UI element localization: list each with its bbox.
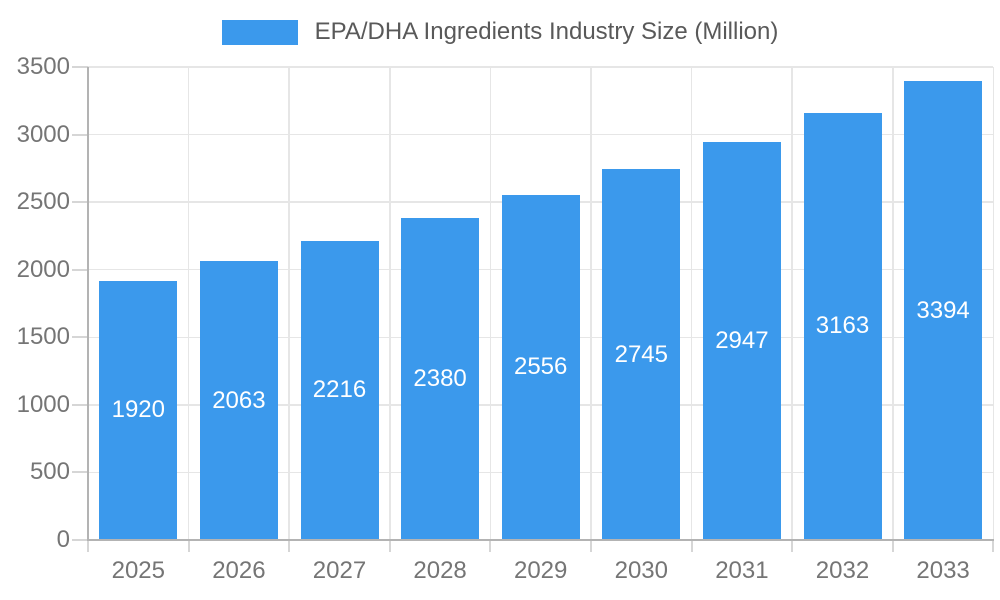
x-tick [590,540,592,552]
bar-value-label: 2745 [614,340,668,368]
x-tick-label: 2026 [212,557,266,584]
v-gridline [187,67,190,540]
bar-2028: 2380 [401,218,480,540]
bar-2027: 2216 [300,240,379,540]
v-gridline [489,67,492,540]
x-tick-label: 2032 [815,557,870,584]
x-axis-line [87,539,995,541]
x-tick [288,540,291,552]
bar-value-label: 2063 [212,386,266,414]
y-tick-label: 1500 [16,323,70,351]
x-tick [489,540,492,552]
x-tick-label: 2030 [614,557,668,584]
bar-value-label: 2947 [715,326,769,354]
bar-2030: 2745 [602,169,681,540]
bar-value-label: 3163 [815,312,870,340]
v-gridline [892,67,894,540]
v-gridline [288,67,290,540]
v-gridline [690,67,693,540]
x-tick [992,540,995,552]
bar-2026: 2063 [199,261,278,540]
bar-2025: 1920 [99,280,178,540]
y-tick [72,66,88,68]
x-tick-label: 2033 [916,557,970,584]
x-tick-label: 2029 [513,557,568,584]
bar-value-label: 2216 [312,376,367,404]
x-tick-label: 2031 [715,557,769,584]
bar-2031: 2947 [702,141,781,540]
y-tick-label: 500 [29,458,70,486]
h-gridline [88,133,994,136]
y-axis-line [87,67,89,540]
y-tick-label: 1000 [16,390,70,418]
x-tick [187,540,190,552]
v-gridline [590,67,592,540]
y-tick-label: 3000 [16,120,70,148]
x-tick [791,540,794,552]
bar-2032: 3163 [803,112,882,540]
bar-value-label: 2380 [413,365,467,393]
y-tick [72,403,88,406]
chart-legend: EPA/DHA Ingredients Industry Size (Milli… [0,18,1000,46]
h-gridline [88,66,994,68]
x-tick [690,540,693,552]
y-tick-label: 2500 [16,188,70,216]
bar-value-label: 1920 [111,396,165,424]
x-tick [87,540,89,552]
v-gridline [791,67,793,540]
bar-value-label: 3394 [916,296,970,324]
v-gridline [389,67,391,540]
y-tick-label: 2000 [16,255,70,283]
v-gridline [992,67,995,540]
y-tick [72,268,88,271]
x-tick-label: 2027 [312,557,367,584]
bar-2029: 2556 [501,194,580,540]
x-tick [388,540,391,552]
y-tick-label: 0 [56,526,70,553]
x-tick-label: 2025 [111,557,165,584]
y-tick [72,201,88,204]
y-tick [72,471,88,474]
bar-2033: 3394 [904,81,983,540]
y-tick [72,133,88,136]
x-tick-label: 2028 [413,557,467,584]
y-tick-label: 3500 [16,53,70,80]
bar-value-label: 2556 [513,353,568,381]
legend-label: EPA/DHA Ingredients Industry Size (Milli… [314,18,779,45]
y-tick [72,336,88,339]
y-tick [72,539,88,541]
x-tick [891,540,894,552]
legend-swatch [221,19,298,45]
